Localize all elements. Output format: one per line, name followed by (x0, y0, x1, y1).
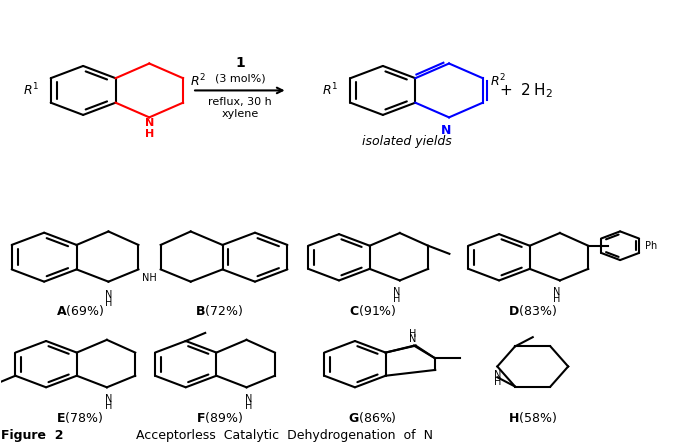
Text: NH: NH (142, 273, 157, 283)
Text: H: H (245, 401, 252, 411)
Text: H: H (553, 294, 560, 304)
Text: N: N (105, 394, 112, 404)
Text: $R^2$: $R^2$ (190, 73, 206, 89)
Text: H: H (393, 294, 400, 304)
Text: N: N (105, 290, 112, 300)
Text: N: N (393, 288, 400, 297)
Text: $+\;\;2\;\mathsf{H}_2$: $+\;\;2\;\mathsf{H}_2$ (499, 81, 553, 100)
Text: H: H (105, 297, 112, 308)
Text: $\mathbf{C}$(91%): $\mathbf{C}$(91%) (349, 303, 397, 319)
Text: H: H (105, 401, 112, 411)
Text: H: H (408, 329, 416, 339)
Text: $\mathbf{G}$(86%): $\mathbf{G}$(86%) (348, 410, 397, 425)
Text: Acceptorless  Catalytic  Dehydrogenation  of  N: Acceptorless Catalytic Dehydrogenation o… (124, 429, 433, 442)
Text: reflux, 30 h: reflux, 30 h (208, 97, 272, 107)
Text: N: N (553, 288, 560, 297)
Text: $\mathbf{D}$(83%): $\mathbf{D}$(83%) (508, 303, 557, 319)
Text: (3 mol%): (3 mol%) (215, 74, 265, 84)
Text: $\mathbf{F}$(89%): $\mathbf{F}$(89%) (196, 410, 243, 425)
Text: N: N (145, 118, 154, 128)
Text: $R^1$: $R^1$ (322, 82, 339, 99)
Text: Ph: Ph (646, 241, 658, 251)
Text: N: N (494, 370, 501, 380)
Text: $R^1$: $R^1$ (23, 82, 39, 99)
Text: N: N (440, 124, 451, 137)
Text: $\mathbf{H}$(58%): $\mathbf{H}$(58%) (508, 410, 557, 425)
Text: isolated yields: isolated yields (362, 135, 451, 148)
Text: $\mathbf{E}$(78%): $\mathbf{E}$(78%) (56, 410, 103, 425)
Text: N: N (245, 394, 252, 404)
Text: xylene: xylene (221, 109, 259, 119)
Text: Figure  2: Figure 2 (1, 429, 64, 442)
Text: H: H (145, 129, 154, 139)
Text: $\mathbf{A}$(69%): $\mathbf{A}$(69%) (55, 303, 104, 319)
Text: 1: 1 (235, 56, 245, 70)
Text: N: N (408, 335, 416, 345)
Text: $\mathbf{B}$(72%): $\mathbf{B}$(72%) (196, 303, 244, 319)
Text: $R^2$: $R^2$ (490, 73, 505, 89)
Text: H: H (494, 377, 501, 387)
